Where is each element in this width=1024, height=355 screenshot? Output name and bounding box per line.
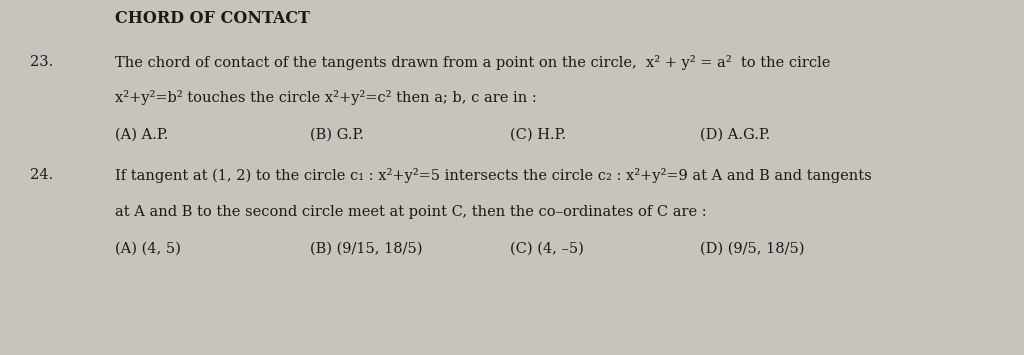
- Text: The chord of contact of the tangents drawn from a point on the circle,  x² + y² : The chord of contact of the tangents dra…: [115, 55, 830, 70]
- Text: (B) G.P.: (B) G.P.: [310, 128, 364, 142]
- Text: (D) A.G.P.: (D) A.G.P.: [700, 128, 770, 142]
- Text: 24.: 24.: [30, 168, 53, 182]
- Text: (C) H.P.: (C) H.P.: [510, 128, 566, 142]
- Text: (C) (4, –5): (C) (4, –5): [510, 242, 584, 256]
- Text: at A and B to the second circle meet at point C, then the co–ordinates of C are : at A and B to the second circle meet at …: [115, 205, 707, 219]
- Text: (B) (9/15, 18/5): (B) (9/15, 18/5): [310, 242, 423, 256]
- Text: (D) (9/5, 18/5): (D) (9/5, 18/5): [700, 242, 805, 256]
- Text: (A) (4, 5): (A) (4, 5): [115, 242, 181, 256]
- Text: If tangent at (1, 2) to the circle c₁ : x²+y²=5 intersects the circle c₂ : x²+y²: If tangent at (1, 2) to the circle c₁ : …: [115, 168, 871, 183]
- Text: CHORD OF CONTACT: CHORD OF CONTACT: [115, 10, 310, 27]
- Text: x²+y²=b² touches the circle x²+y²=c² then a; b, c are in :: x²+y²=b² touches the circle x²+y²=c² the…: [115, 90, 537, 105]
- Text: 23.: 23.: [30, 55, 53, 69]
- Text: (A) A.P.: (A) A.P.: [115, 128, 168, 142]
